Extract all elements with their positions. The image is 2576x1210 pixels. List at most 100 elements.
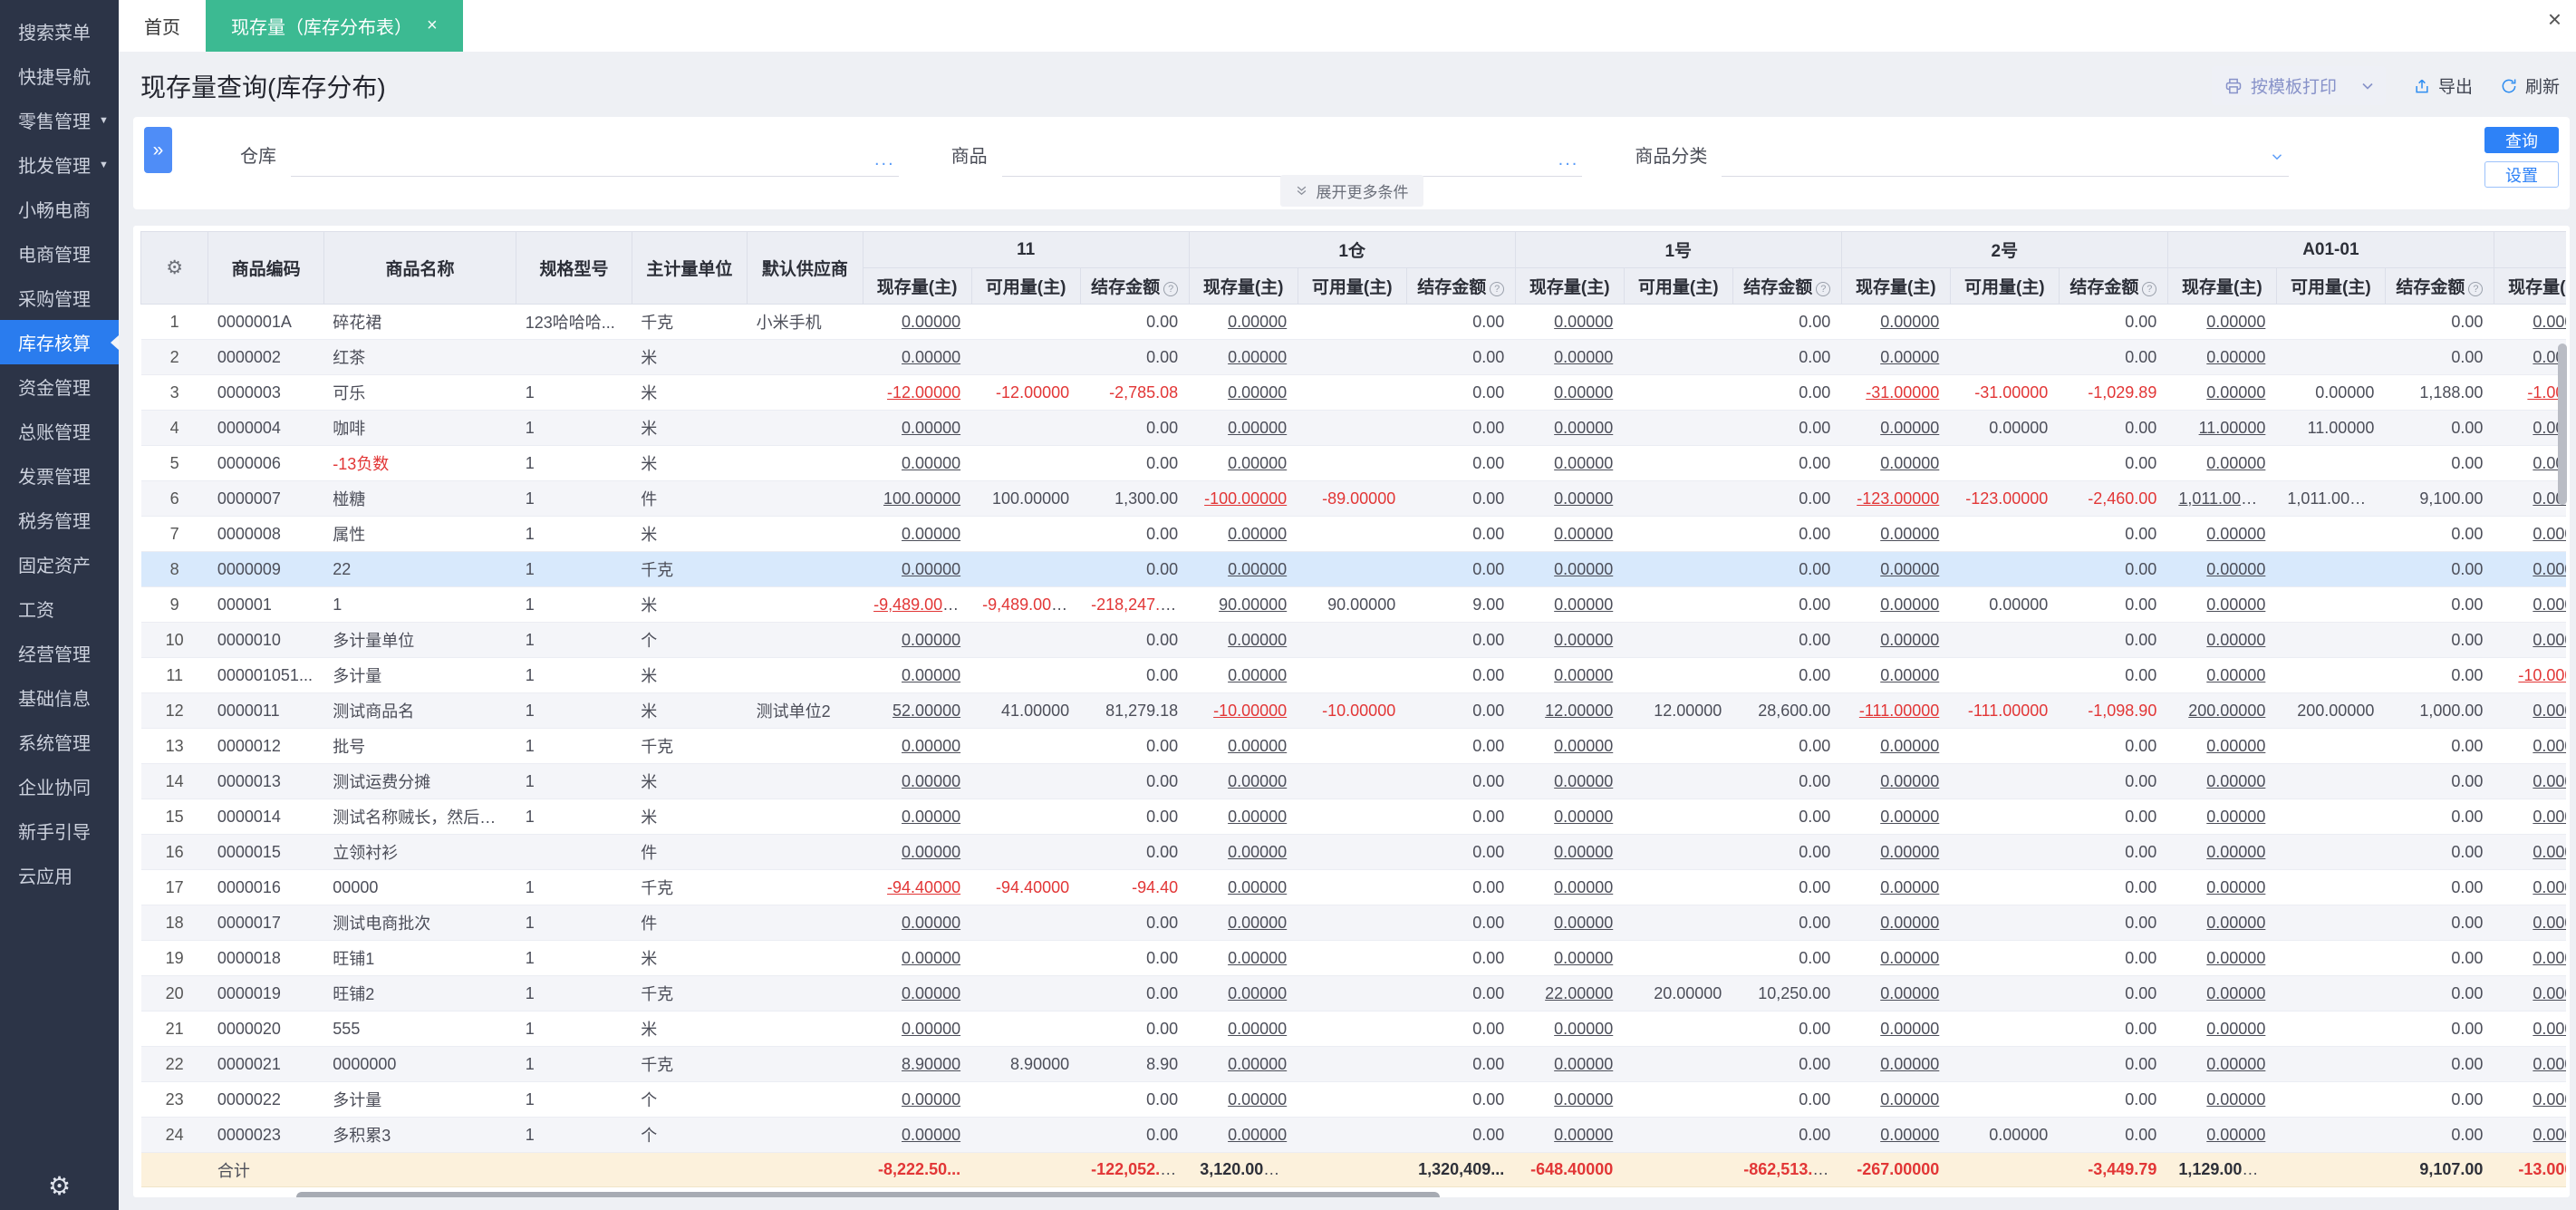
table-row[interactable]: 20 0000019 旺铺2 1 千克 0.00000 0.00 0.00000 0.00 22.… xyxy=(140,975,2566,1012)
sidebar-item-8[interactable]: 库存核算 xyxy=(0,320,119,364)
onhand-qty-link[interactable]: 0.00000 xyxy=(1228,1054,1288,1073)
onhand-qty-link[interactable]: 0.00000 xyxy=(902,559,961,578)
onhand-qty-link[interactable]: 0.00000 xyxy=(1228,1125,1288,1144)
table-row[interactable]: 3 0000003 可乐 1 米 -12.00000 -12.00000 -2,785.08 0… xyxy=(140,374,2566,411)
onhand-qty-link[interactable]: 0.00000 xyxy=(902,1019,961,1038)
onhand-qty-link[interactable]: 200.00000 xyxy=(2188,701,2266,720)
table-row[interactable]: 21 0000020 555 1 米 0.00000 0.00 0.00000 0.00 0.00… xyxy=(140,1011,2566,1047)
sidebar-item-13[interactable]: 固定资产 xyxy=(0,542,119,586)
tab-2[interactable]: 现存量（库存分布表） × xyxy=(206,0,463,52)
warehouse-picker-icon[interactable]: ... xyxy=(874,150,895,169)
onhand-qty-link[interactable]: 0.00000 xyxy=(1880,559,1940,578)
onhand-qty-link[interactable]: 0.00000 xyxy=(902,807,961,826)
onhand-qty-link[interactable]: 90.00000 xyxy=(1219,595,1288,614)
onhand-qty-link[interactable]: 0.00000 xyxy=(2533,559,2566,578)
goods-input[interactable] xyxy=(1001,145,1555,176)
onhand-qty-link[interactable]: 0.00000 xyxy=(1228,983,1288,1002)
onhand-qty-link[interactable]: 0.00000 xyxy=(1880,771,1940,790)
onhand-qty-link[interactable]: 0.00000 xyxy=(1554,877,1614,896)
table-row[interactable]: 8 0000009 22 1 千克 0.00000 0.00 0.00000 0.00 0.000… xyxy=(140,551,2566,587)
onhand-qty-link[interactable]: -100.00000 xyxy=(1204,489,1288,508)
onhand-qty-link[interactable]: 0.00000 xyxy=(1228,312,1288,331)
onhand-qty-link[interactable]: 0.00000 xyxy=(1554,595,1614,614)
help-icon[interactable]: ? xyxy=(2468,282,2484,296)
onhand-qty-link[interactable]: 0.00000 xyxy=(1880,595,1940,614)
onhand-qty-link[interactable]: 0.00000 xyxy=(1554,453,1614,472)
onhand-qty-link[interactable]: 0.00000 xyxy=(1228,524,1288,543)
onhand-qty-link[interactable]: 0.00000 xyxy=(1880,524,1940,543)
sidebar-item-4[interactable]: 批发管理 ▼ xyxy=(0,142,119,187)
onhand-qty-link[interactable]: 0.00000 xyxy=(1554,630,1614,649)
onhand-qty-link[interactable]: 0.00000 xyxy=(1554,489,1614,508)
table-row[interactable]: 13 0000012 批号 1 千克 0.00000 0.00 0.00000 0.00 0.00… xyxy=(140,728,2566,764)
onhand-qty-link[interactable]: 0.00000 xyxy=(2206,771,2266,790)
onhand-qty-link[interactable]: 0.00000 xyxy=(902,983,961,1002)
sidebar-item-18[interactable]: 企业协同 xyxy=(0,764,119,808)
onhand-qty-link[interactable]: -111.00000 xyxy=(1858,701,1940,720)
onhand-qty-link[interactable]: 0.00000 xyxy=(1880,418,1940,437)
table-row[interactable]: 6 0000007 椪糖 1 件 100.00000 100.00000 1,300.00 -1… xyxy=(140,480,2566,517)
onhand-qty-link[interactable]: 0.00000 xyxy=(1880,842,1940,861)
table-row[interactable]: 7 0000008 属性 1 米 0.00000 0.00 0.00000 0.00 0.0000… xyxy=(140,516,2566,552)
warehouse-input[interactable] xyxy=(291,145,871,176)
onhand-qty-link[interactable]: 0.00000 xyxy=(1554,347,1614,366)
onhand-qty-link[interactable]: 0.00000 xyxy=(2533,877,2566,896)
table-row[interactable]: 10 0000010 多计量单位 1 个 0.00000 0.00 0.00000 0.00 0.… xyxy=(140,622,2566,658)
onhand-qty-link[interactable]: 0.00000 xyxy=(2206,630,2266,649)
table-row[interactable]: 11 000001051... 多计量 1 米 0.00000 0.00 0.00000 0.0… xyxy=(140,657,2566,693)
onhand-qty-link[interactable]: 0.00000 xyxy=(2206,1019,2266,1038)
onhand-qty-link[interactable]: 0.00000 xyxy=(2206,736,2266,755)
help-icon[interactable]: ? xyxy=(1816,282,1831,296)
onhand-qty-link[interactable]: 0.00000 xyxy=(1228,559,1288,578)
onhand-qty-link[interactable]: 0.00000 xyxy=(2206,312,2266,331)
tab-1[interactable]: 首页 xyxy=(119,0,206,52)
sidebar-item-11[interactable]: 发票管理 xyxy=(0,453,119,498)
onhand-qty-link[interactable]: 100.00000 xyxy=(883,489,961,508)
onhand-qty-link[interactable]: 0.00000 xyxy=(1228,418,1288,437)
collapse-panel-button[interactable]: » xyxy=(144,127,172,173)
table-row[interactable]: 4 0000004 咖啡 1 米 0.00000 0.00 0.00000 0.00 0.0000… xyxy=(140,410,2566,446)
sidebar-item-17[interactable]: 系统管理 xyxy=(0,720,119,764)
sidebar-item-3[interactable]: 零售管理 ▼ xyxy=(0,98,119,142)
onhand-qty-link[interactable]: 0.00000 xyxy=(1554,948,1614,967)
onhand-qty-link[interactable]: 0.00000 xyxy=(2206,665,2266,684)
refresh-button[interactable]: 刷新 xyxy=(2500,73,2560,98)
onhand-qty-link[interactable]: 0.00000 xyxy=(1880,665,1940,684)
table-row[interactable]: 1 0000001A 碎花裙 123哈哈哈... 千克 小米手机 0.00000 0.00 0.… xyxy=(140,304,2566,340)
onhand-qty-link[interactable]: 0.00000 xyxy=(902,418,961,437)
onhand-qty-link[interactable]: 0.00000 xyxy=(2206,807,2266,826)
table-row[interactable]: 18 0000017 测试电商批次 1 件 0.00000 0.00 0.00000 0.00 0… xyxy=(140,905,2566,941)
onhand-qty-link[interactable]: 0.00000 xyxy=(902,347,961,366)
onhand-qty-link[interactable]: 1,011.00000 xyxy=(2178,489,2269,508)
table-row[interactable]: 15 0000014 测试名称贼长，然后截... 1 米 0.00000 0.00 0.000… xyxy=(140,799,2566,835)
onhand-qty-link[interactable]: 0.00000 xyxy=(2206,524,2266,543)
print-button-main[interactable]: 按模板打印 xyxy=(2212,66,2349,105)
onhand-qty-link[interactable]: 0.00000 xyxy=(2533,771,2566,790)
onhand-qty-link[interactable]: 0.00000 xyxy=(1880,453,1940,472)
onhand-qty-link[interactable]: 0.00000 xyxy=(2533,948,2566,967)
onhand-qty-link[interactable]: 0.00000 xyxy=(2533,630,2566,649)
onhand-qty-link[interactable]: 0.00000 xyxy=(2533,842,2566,861)
table-row[interactable]: 17 0000016 00000 1 千克 -94.40000 -94.40000 -94.4… xyxy=(140,869,2566,905)
onhand-qty-link[interactable]: 0.00000 xyxy=(1228,382,1288,402)
onhand-qty-link[interactable]: 0.00000 xyxy=(902,771,961,790)
onhand-qty-link[interactable]: 12.00000 xyxy=(1545,701,1614,720)
onhand-qty-link[interactable]: 0.00000 xyxy=(1554,1019,1614,1038)
onhand-qty-link[interactable]: 0.00000 xyxy=(1554,382,1614,402)
settings-button[interactable]: 设置 xyxy=(2484,161,2559,188)
onhand-qty-link[interactable]: -9,489.00000 xyxy=(873,595,970,614)
onhand-qty-link[interactable]: 0.00000 xyxy=(1228,347,1288,366)
onhand-qty-link[interactable]: 22.00000 xyxy=(1545,983,1614,1002)
onhand-qty-link[interactable]: 0.00000 xyxy=(1554,418,1614,437)
onhand-qty-link[interactable]: 0.00000 xyxy=(902,948,961,967)
onhand-qty-link[interactable]: 0.00000 xyxy=(2206,453,2266,472)
sidebar-item-1[interactable]: 搜索菜单 xyxy=(0,9,119,53)
onhand-qty-link[interactable]: 0.00000 xyxy=(2533,312,2566,331)
table-row[interactable]: 16 0000015 立领衬衫 件 0.00000 0.00 0.00000 0.00 0.00… xyxy=(140,834,2566,870)
onhand-qty-link[interactable]: 0.00000 xyxy=(902,736,961,755)
onhand-qty-link[interactable]: 0.00000 xyxy=(1554,1089,1614,1108)
sidebar-item-15[interactable]: 经营管理 xyxy=(0,631,119,675)
table-row[interactable]: 14 0000013 测试运费分摊 1 米 0.00000 0.00 0.00000 0.00 0… xyxy=(140,763,2566,799)
onhand-qty-link[interactable]: 0.00000 xyxy=(2206,842,2266,861)
onhand-qty-link[interactable]: 0.00000 xyxy=(2206,983,2266,1002)
